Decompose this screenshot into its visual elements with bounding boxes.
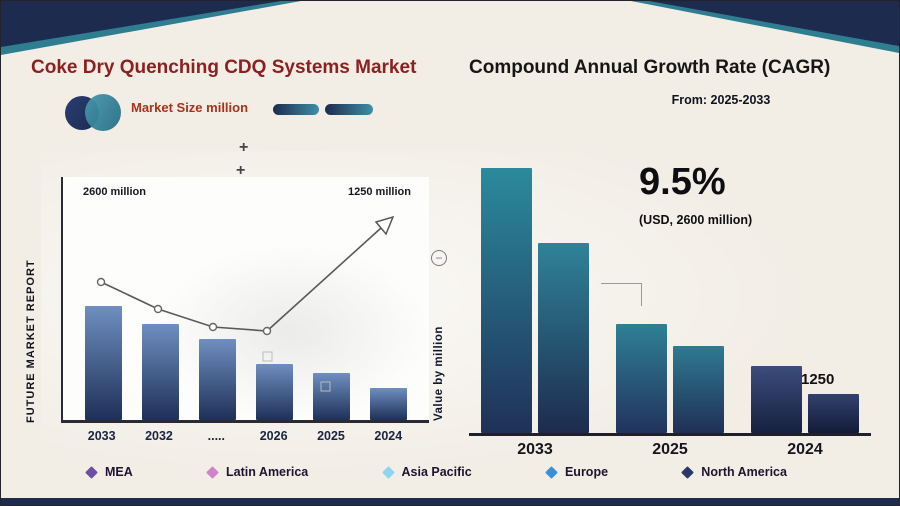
- right-x-axis-label: 2025: [652, 441, 688, 458]
- left-chart-side-label: FUTURE MARKET REPORT: [25, 259, 37, 423]
- left-x-axis-label: .....: [207, 429, 225, 443]
- legend-item: Latin America: [206, 465, 309, 479]
- left-section-title: Coke Dry Quenching CDQ Systems Market: [31, 57, 417, 78]
- annotation-1250: 1250: [801, 371, 835, 388]
- right-x-axis-label: 2024: [787, 441, 823, 458]
- corner-top-left-navy-shape: [1, 1, 281, 47]
- left-chart-panel: 2600 million 1250 million: [61, 177, 429, 423]
- annotation-2600-million: 2600 million: [83, 186, 146, 198]
- legend-label: MEA: [105, 465, 133, 479]
- right-x-labels: 2033 2025 2024: [469, 441, 871, 459]
- legend-diamond-icon: [381, 465, 395, 479]
- right-section-title: Compound Annual Growth Rate (CAGR): [469, 57, 831, 78]
- cagr-value: 9.5%: [639, 161, 726, 203]
- left-chart-bar: [85, 306, 122, 420]
- legend-diamond-icon: [206, 465, 219, 479]
- left-x-axis-label: 2032: [145, 429, 173, 443]
- legend-diamond-icon: [85, 465, 98, 479]
- right-chart-bar-group: [616, 323, 724, 433]
- minus-circle-icon: −: [431, 250, 447, 266]
- left-chart-bar: [142, 324, 179, 420]
- left-x-axis-label: 2024: [374, 429, 403, 443]
- plus-icon: +: [236, 162, 246, 179]
- right-chart-bar: [481, 168, 532, 433]
- legend-item: MEA: [85, 465, 133, 479]
- left-bars: [63, 177, 429, 420]
- right-chart-bar-group: [751, 365, 859, 433]
- market-size-label: Market Size million: [131, 100, 249, 115]
- cagr-period-subtitle: From: 2025-2033: [671, 93, 771, 107]
- annotation-1250-million: 1250 million: [348, 186, 411, 198]
- legend-label: North America: [701, 465, 787, 479]
- right-x-axis-label: 2033: [517, 441, 553, 458]
- legend-label: Asia Pacific: [401, 465, 472, 479]
- corner-top-right-navy-shape: [649, 1, 899, 46]
- right-chart-panel: [469, 161, 871, 436]
- right-chart-bar-group: [481, 168, 589, 433]
- corner-bracket-decoration: [601, 283, 642, 306]
- left-chart-bar: [370, 388, 407, 420]
- bottom-navy-strip: [1, 498, 899, 505]
- right-chart-bar: [616, 323, 667, 433]
- left-x-axis-label: 2026: [259, 429, 288, 443]
- market-size-icon: [65, 94, 123, 131]
- legend-item: Asia Pacific: [381, 465, 472, 479]
- left-chart-bar: [256, 363, 293, 420]
- plus-icon: +: [239, 139, 249, 156]
- right-chart-bar: [538, 242, 589, 433]
- legend-label: Latin America: [226, 465, 309, 479]
- gradient-pill-decoration-1: [273, 104, 319, 115]
- left-chart-bar: [199, 339, 236, 420]
- legend: MEA Latin America Asia Pacific Europe North …: [85, 465, 787, 479]
- left-x-labels: 2033 2032..... 2026 2025 2024: [61, 429, 429, 443]
- left-chart-bar: [313, 372, 350, 420]
- legend-diamond-icon: [681, 465, 695, 479]
- left-x-axis-label: 2033: [87, 429, 116, 443]
- left-x-axis-label: 2025: [317, 429, 345, 443]
- right-bars: [469, 161, 871, 433]
- cagr-note: (USD, 2600 million): [639, 213, 753, 227]
- right-chart-bar: [808, 394, 859, 433]
- legend-diamond-icon: [545, 465, 558, 479]
- right-chart-bar: [673, 345, 724, 433]
- right-chart-y-axis-label: Value by million: [433, 326, 445, 421]
- legend-item: North America: [681, 465, 787, 479]
- legend-label: Europe: [564, 465, 609, 479]
- market-size-icon-teal-circle: [85, 94, 121, 131]
- legend-item: Europe: [545, 465, 609, 479]
- gradient-pill-decoration-2: [325, 104, 373, 115]
- right-chart-bar: [751, 365, 802, 433]
